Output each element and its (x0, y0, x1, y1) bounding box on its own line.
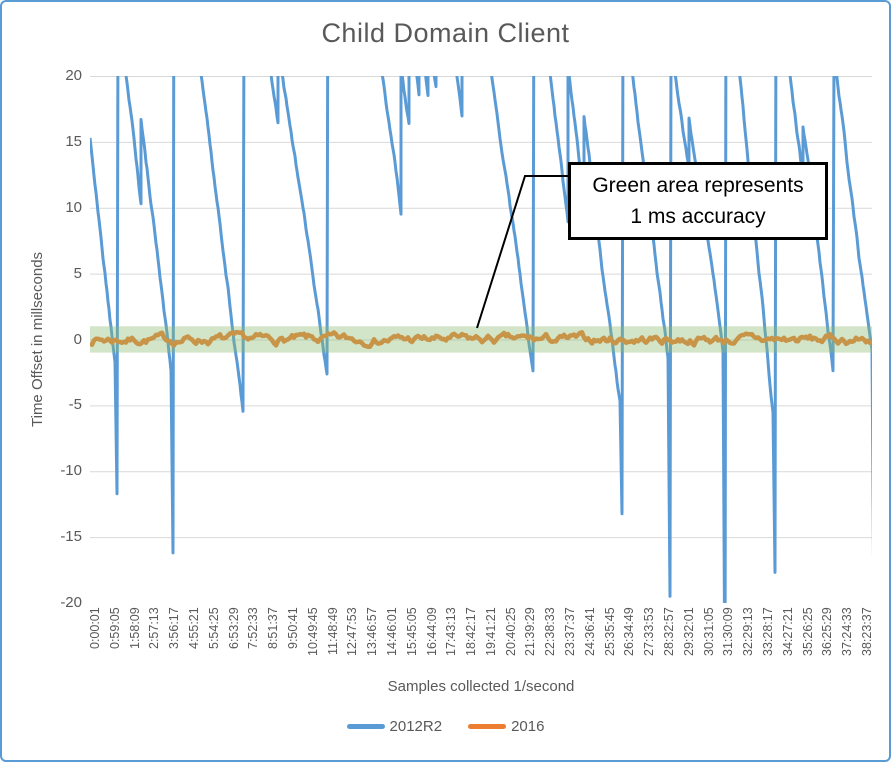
x-tick-label: 7:52:33 (246, 607, 261, 649)
y-tick-label: -15 (60, 528, 82, 546)
legend-label: 2016 (511, 717, 545, 735)
y-tick-label: 10 (65, 198, 82, 216)
x-tick-label: 28:32:57 (662, 607, 677, 656)
x-tick-label: 33:28:17 (761, 607, 776, 656)
x-tick-label: 27:33:53 (642, 607, 657, 656)
y-tick-label: 0 (73, 330, 82, 348)
x-tick-label: 21:39:29 (523, 607, 538, 656)
x-tick-label: 0:59:05 (107, 607, 122, 649)
legend-label: 2012R2 (389, 717, 443, 735)
legend-swatch-icon (468, 723, 507, 729)
x-tick-label: 17:43:13 (444, 607, 459, 656)
legend-item-2012r2: 2012R2 (346, 717, 443, 735)
chart-title: Child Domain Client (321, 18, 570, 48)
x-tick-label: 36:25:29 (820, 607, 835, 656)
x-tick-label: 13:46:57 (365, 607, 380, 656)
x-tick-label: 32:29:13 (741, 607, 756, 656)
x-tick-label: 8:51:37 (266, 607, 281, 649)
legend: 2012R2 2016 (2, 714, 889, 738)
y-tick-label: -20 (60, 594, 82, 611)
x-tick-label: 24:36:41 (582, 607, 597, 656)
x-tick-label: 11:48:49 (325, 607, 340, 655)
x-tick-label: 23:37:37 (563, 607, 578, 656)
x-tick-label: 18:42:17 (464, 607, 479, 656)
x-tick-label: 1:58:09 (127, 607, 142, 649)
x-tick-label: 15:45:05 (404, 607, 419, 656)
y-tick-label: 20 (65, 67, 82, 84)
x-tick-label: 20:40:25 (503, 607, 518, 656)
x-tick-label: 31:30:09 (721, 607, 736, 656)
x-tick-label: 4:55:21 (186, 607, 201, 649)
y-tick-label: 5 (73, 264, 82, 282)
x-tick-label: 29:32:01 (681, 607, 696, 656)
y-tick-label: 15 (65, 132, 82, 150)
x-tick-label: 34:27:21 (780, 607, 795, 656)
x-tick-label: 30:31:05 (701, 607, 716, 656)
x-tick-label: 12:47:53 (345, 607, 360, 656)
x-tick-label: 16:44:09 (424, 607, 439, 656)
series-2012r2-line (90, 76, 872, 603)
annotation-box: Green area represents 1 ms accuracy (568, 162, 828, 240)
callout-line (476, 175, 568, 329)
annotation-text-line1: Green area represents (592, 173, 804, 197)
x-tick-label: 22:38:33 (543, 607, 558, 656)
x-tick-label: 10:49:45 (305, 607, 320, 656)
x-tick-label: 6:53:29 (226, 607, 241, 649)
legend-swatch-icon (346, 723, 385, 729)
x-tick-label: 2:57:13 (147, 607, 162, 649)
accuracy-band (90, 326, 872, 353)
x-tick-label: 37:24:33 (840, 607, 855, 656)
x-tick-label: 3:56:17 (167, 607, 182, 649)
x-tick-label: 25:35:45 (602, 607, 617, 656)
x-tick-label: 19:41:21 (483, 607, 498, 656)
y-tick-label: -5 (68, 396, 82, 414)
plot-area (90, 76, 872, 603)
y-tick-label: -10 (60, 462, 82, 480)
x-tick-label: 26:34:49 (622, 607, 637, 656)
legend-item-2016: 2016 (468, 718, 544, 735)
x-axis-title: Samples collected 1/second (387, 678, 575, 695)
x-tick-label: 35:26:25 (800, 607, 815, 656)
x-tick-label: 38:23:37 (860, 607, 874, 656)
x-tick-label: 9:50:41 (285, 607, 300, 649)
x-tick-label: 5:54:25 (206, 607, 221, 649)
annotation-text-line2: 1 ms accuracy (630, 205, 766, 228)
x-tick-label: 14:46:01 (384, 607, 399, 656)
x-tick-label: 0:00:01 (88, 607, 102, 649)
series-2016-line (90, 330, 872, 349)
